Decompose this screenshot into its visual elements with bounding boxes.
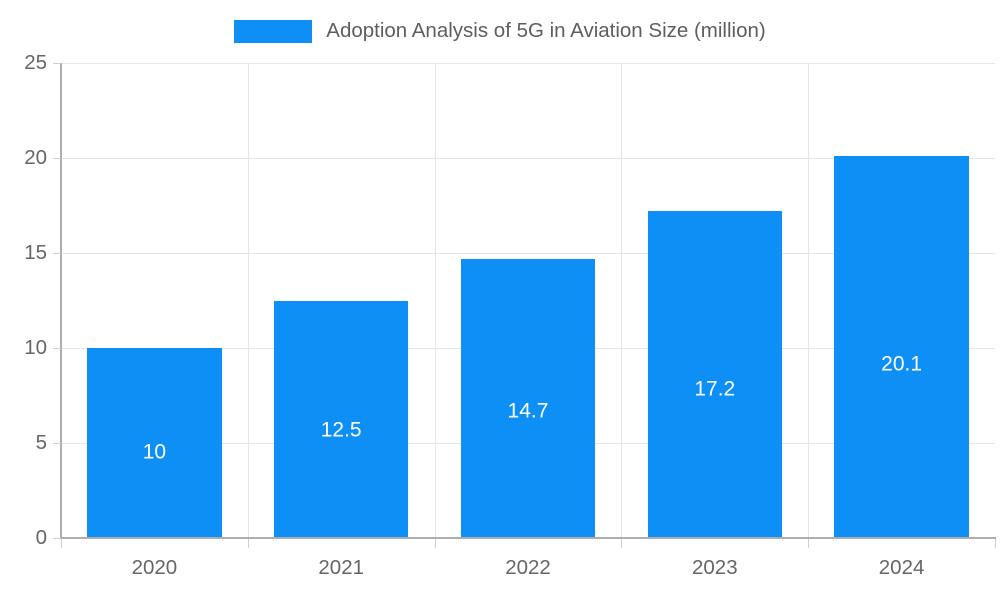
x-tick-mark — [995, 539, 996, 548]
bar-2024[interactable] — [834, 156, 969, 538]
y-axis-line — [60, 63, 62, 539]
y-tick-mark — [53, 253, 61, 254]
y-axis-tick-label: 5 — [35, 430, 47, 454]
x-axis-tick-label-2021: 2021 — [318, 556, 364, 579]
bar-2022[interactable] — [460, 258, 596, 538]
chart-legend: Adoption Analysis of 5G in Aviation Size… — [0, 14, 1000, 48]
bar-2021[interactable] — [273, 300, 409, 538]
y-axis-tick-label: 15 — [24, 240, 47, 264]
x-tick-mark — [808, 539, 810, 548]
y-tick-mark — [53, 63, 61, 64]
x-axis-tick-label-2024: 2024 — [878, 556, 925, 579]
x-axis-tick-label-2022: 2022 — [505, 556, 551, 579]
x-axis-tick-label-2023: 2023 — [691, 556, 738, 579]
x-axis-tick-label-2020: 2020 — [131, 556, 178, 579]
bar-2020[interactable] — [87, 348, 222, 538]
x-tick-mark — [434, 539, 436, 548]
y-tick-mark — [53, 348, 61, 349]
y-tick-mark — [53, 158, 61, 159]
bar-2023[interactable] — [647, 211, 783, 538]
y-axis-tick-label: 20 — [24, 145, 47, 169]
legend-label: Adoption Analysis of 5G in Aviation Size… — [326, 18, 766, 42]
gridline-vertical — [808, 63, 809, 538]
x-tick-mark — [621, 539, 623, 548]
x-tick-mark — [61, 539, 62, 548]
y-tick-mark — [53, 443, 61, 444]
y-axis-tick-label: 25 — [24, 50, 47, 74]
gridline-horizontal — [61, 63, 995, 64]
gridline-vertical — [435, 63, 436, 538]
x-tick-mark — [247, 539, 249, 548]
y-axis-tick-label: 0 — [35, 525, 47, 549]
plot-area: 10 12.5 14.7 17.2 20.1 — [61, 63, 995, 539]
gridline-vertical — [248, 63, 249, 538]
gridline-horizontal — [61, 253, 995, 254]
gridline-vertical — [621, 63, 622, 538]
y-tick-mark — [53, 538, 61, 539]
x-axis-line — [60, 537, 996, 539]
gridline-horizontal — [61, 158, 995, 159]
legend-color-swatch[interactable] — [234, 19, 313, 43]
y-axis-tick-label: 10 — [24, 335, 47, 359]
